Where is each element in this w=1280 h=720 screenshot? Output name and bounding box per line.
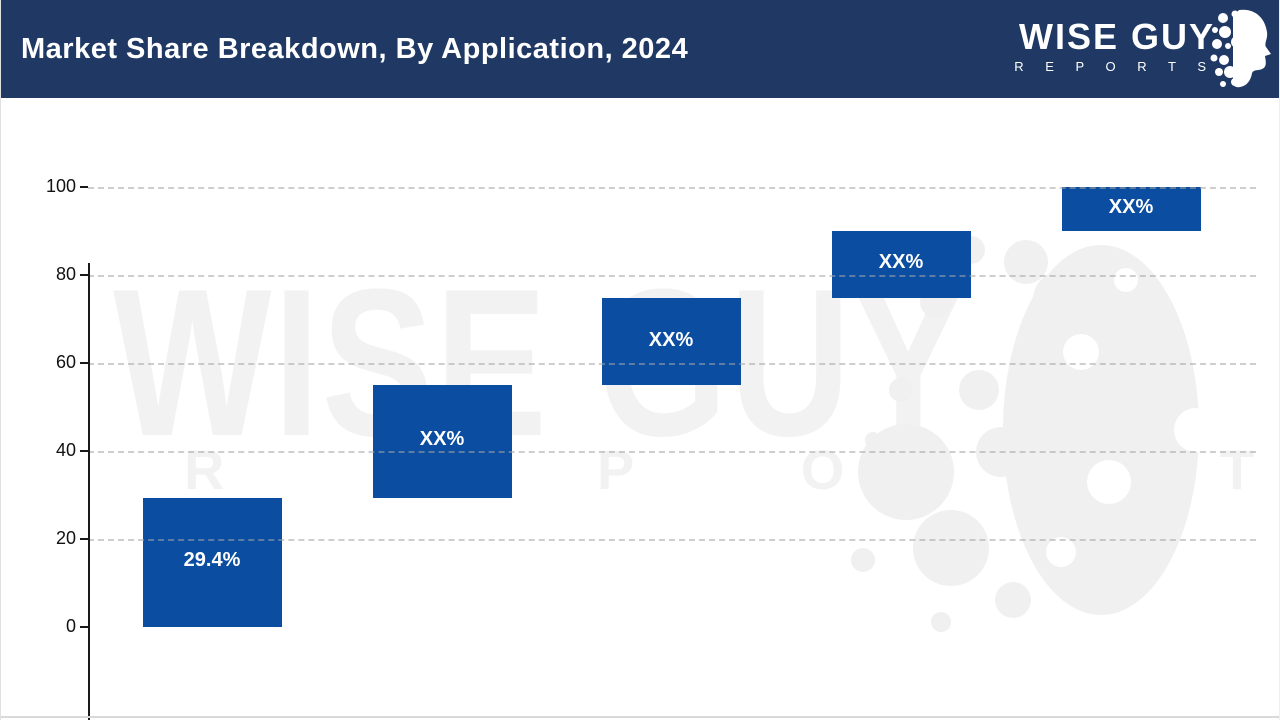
- y-tick-40: [80, 450, 88, 452]
- gridline-y-60: [88, 363, 1256, 365]
- y-tick-60: [80, 362, 88, 364]
- gridline-y-40: [88, 451, 1256, 453]
- bar-industrial-automation: XX%: [601, 298, 741, 385]
- brand-logo-text: WISE GUY R E P O R T S: [1014, 18, 1215, 76]
- brand-tagline: R E P O R T S: [1014, 59, 1215, 74]
- y-tick-label-20: 20: [55, 528, 76, 548]
- gridline-y-80: [88, 275, 1256, 277]
- bar-automotive: 29.4%: [142, 497, 282, 627]
- y-tick-label-0: 0: [65, 616, 76, 636]
- footer-divider: [1, 716, 1279, 718]
- y-tick-label-60: 60: [55, 352, 76, 372]
- y-tick-80: [80, 274, 88, 276]
- y-tick-label-80: 80: [55, 264, 76, 284]
- y-tick-label-40: 40: [55, 440, 76, 460]
- bar-healthcare: XX%: [831, 230, 971, 299]
- bar-value-label: XX%: [878, 251, 924, 274]
- waterfall-chart: 02040608010029.4%AutomotiveXX%ConsumerEl…: [1, 98, 1279, 720]
- bar-value-label: XX%: [419, 428, 465, 451]
- y-tick-0: [80, 626, 88, 628]
- y-tick-20: [80, 538, 88, 540]
- page-title: Market Share Breakdown, By Application, …: [21, 33, 689, 65]
- bar-value-label: 29.4%: [183, 549, 241, 572]
- brand-logo: WISE GUY R E P O R T S: [1014, 0, 1273, 98]
- y-tick-label-100: 100: [45, 176, 76, 196]
- brand-face-icon: [1210, 9, 1271, 88]
- y-tick-100: [80, 186, 88, 188]
- bar-value-label: XX%: [648, 328, 694, 351]
- gridline-y-100: [88, 187, 1256, 189]
- brand-name: WISE GUY: [1018, 16, 1215, 57]
- header-bar: Market Share Breakdown, By Application, …: [1, 0, 1279, 98]
- y-axis: [88, 263, 90, 720]
- bar-value-label: XX%: [1108, 195, 1154, 218]
- bar-aerospace: XX%: [1061, 187, 1201, 231]
- gridline-y-20: [88, 539, 1256, 541]
- bar-consumer-electronics: XX%: [372, 385, 512, 498]
